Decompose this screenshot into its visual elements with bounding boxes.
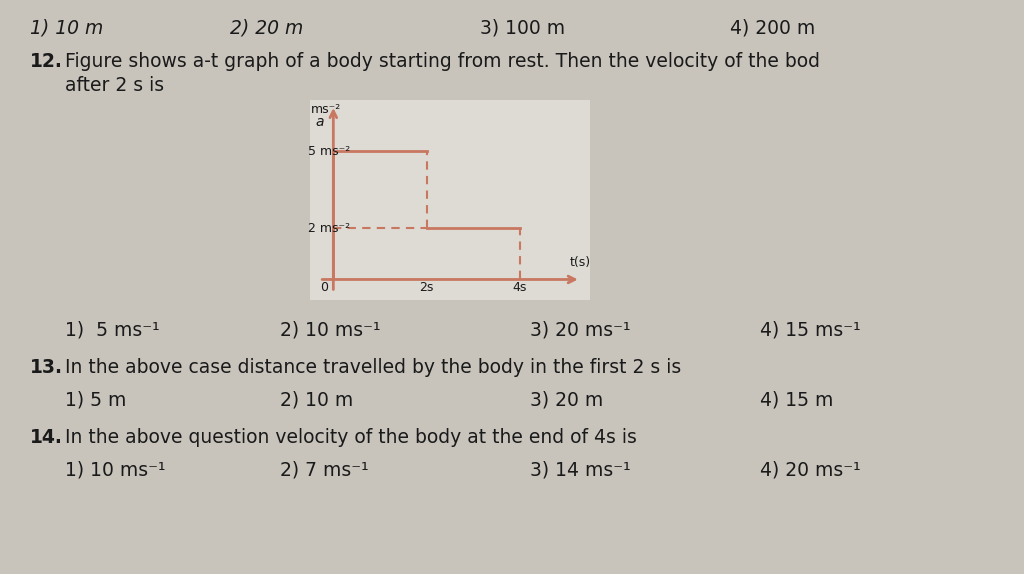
- Text: 1) 5 m: 1) 5 m: [65, 390, 126, 409]
- Text: 4s: 4s: [513, 281, 527, 294]
- Text: 2) 7 ms⁻¹: 2) 7 ms⁻¹: [280, 460, 369, 479]
- Text: Figure shows a-t graph of a body starting from rest. Then the velocity of the bo: Figure shows a-t graph of a body startin…: [65, 52, 820, 71]
- Text: 5 ms⁻²: 5 ms⁻²: [307, 145, 350, 158]
- Text: 2s: 2s: [420, 281, 434, 294]
- Text: 13.: 13.: [30, 358, 63, 377]
- Text: 4) 200 m: 4) 200 m: [730, 18, 815, 37]
- Text: 1) 10 ms⁻¹: 1) 10 ms⁻¹: [65, 460, 166, 479]
- Text: 4) 15 ms⁻¹: 4) 15 ms⁻¹: [760, 320, 860, 339]
- Text: t(s): t(s): [570, 256, 591, 269]
- Text: 3) 100 m: 3) 100 m: [480, 18, 565, 37]
- Text: 12.: 12.: [30, 52, 62, 71]
- Text: 2 ms⁻²: 2 ms⁻²: [307, 222, 350, 235]
- Text: 4) 20 ms⁻¹: 4) 20 ms⁻¹: [760, 460, 860, 479]
- Text: In the above case distance travelled by the body in the first 2 s is: In the above case distance travelled by …: [65, 358, 681, 377]
- Text: 4) 15 m: 4) 15 m: [760, 390, 834, 409]
- Text: 3) 14 ms⁻¹: 3) 14 ms⁻¹: [530, 460, 631, 479]
- Text: ms⁻²: ms⁻²: [311, 103, 341, 115]
- Text: 1)  5 ms⁻¹: 1) 5 ms⁻¹: [65, 320, 160, 339]
- Text: 0: 0: [319, 281, 328, 294]
- Text: In the above question velocity of the body at the end of 4s is: In the above question velocity of the bo…: [65, 428, 637, 447]
- Text: after 2 s is: after 2 s is: [65, 76, 164, 95]
- Text: 2) 10 m: 2) 10 m: [280, 390, 353, 409]
- Text: 3) 20 m: 3) 20 m: [530, 390, 603, 409]
- Text: 3) 20 ms⁻¹: 3) 20 ms⁻¹: [530, 320, 631, 339]
- Text: 1) 10 m: 1) 10 m: [30, 18, 103, 37]
- Text: 14.: 14.: [30, 428, 62, 447]
- Text: a: a: [315, 115, 324, 129]
- Text: 2) 10 ms⁻¹: 2) 10 ms⁻¹: [280, 320, 381, 339]
- Text: 2) 20 m: 2) 20 m: [230, 18, 303, 37]
